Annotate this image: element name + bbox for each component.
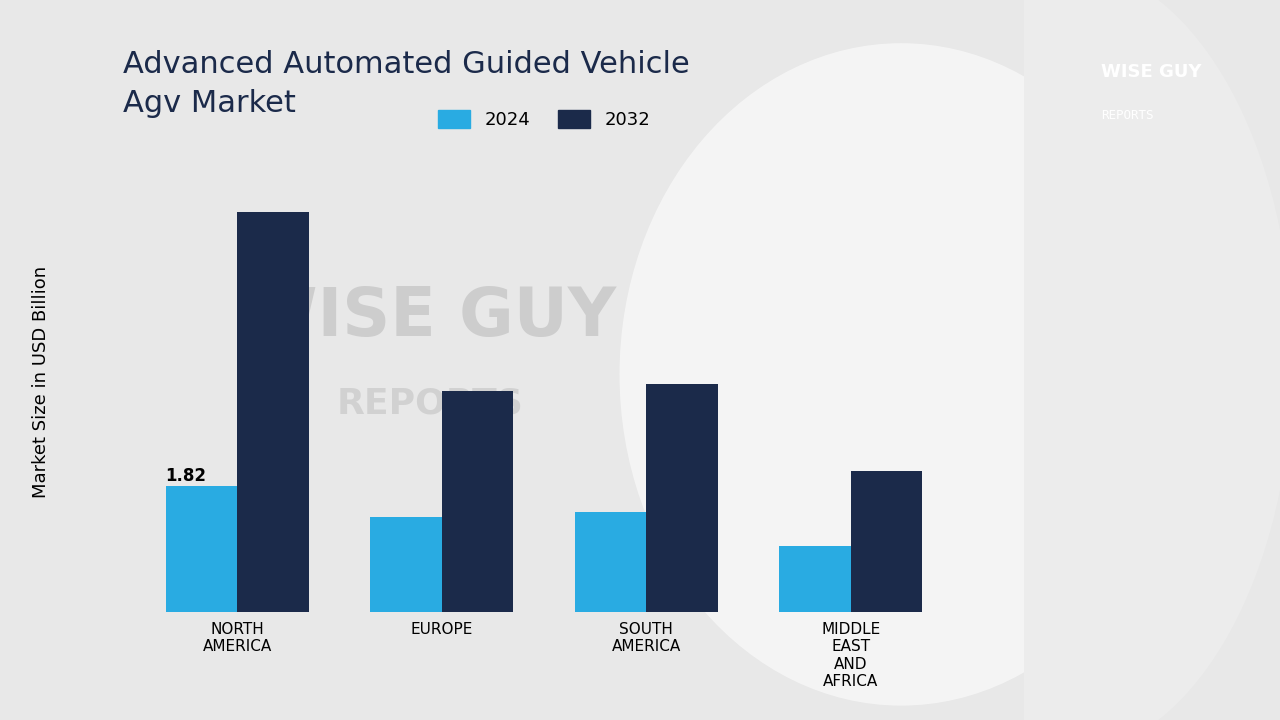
Bar (166, 487, 237, 612)
Text: REPORTS: REPORTS (1101, 109, 1153, 122)
Text: Market Size in USD Billion: Market Size in USD Billion (32, 266, 50, 498)
Ellipse shape (832, 0, 1280, 720)
Bar (851, 471, 922, 612)
Bar (780, 546, 851, 612)
Bar (646, 384, 718, 612)
Bar (575, 512, 646, 612)
Text: WISE GUY: WISE GUY (1101, 63, 1202, 81)
Text: WISE GUY: WISE GUY (244, 284, 616, 350)
Text: Advanced Automated Guided Vehicle
Agv Market: Advanced Automated Guided Vehicle Agv Ma… (123, 50, 690, 117)
Bar (237, 212, 308, 612)
Text: REPORTS: REPORTS (337, 386, 524, 420)
Ellipse shape (620, 43, 1183, 706)
Legend: 2024, 2032: 2024, 2032 (430, 103, 658, 136)
Bar (370, 517, 442, 612)
Text: 1.82: 1.82 (165, 467, 206, 485)
Bar (442, 391, 513, 612)
